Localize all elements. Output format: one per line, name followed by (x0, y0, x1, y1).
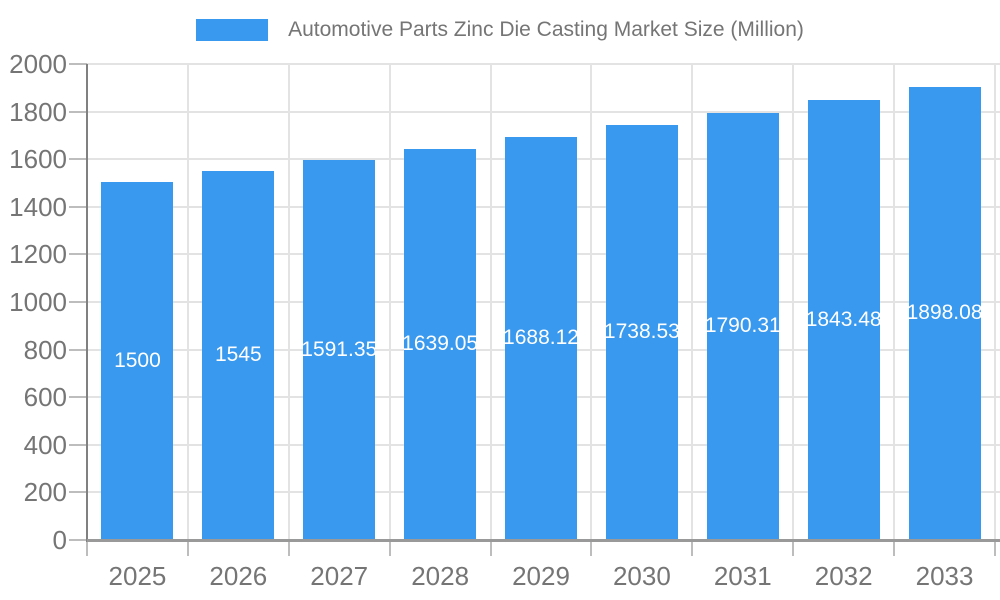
x-gridline (186, 64, 189, 540)
y-tick-label: 200 (23, 477, 67, 508)
bar-2033: 1898.08 (908, 87, 981, 539)
y-axis-tick (69, 301, 87, 303)
bar-2027: 1591.35 (303, 160, 376, 539)
bar-2025: 1500 (101, 182, 174, 539)
x-axis-tick (287, 542, 290, 556)
x-axis-tick (691, 542, 694, 556)
x-gridline (590, 64, 593, 540)
bar-value-label: 1898.08 (908, 301, 981, 325)
bar-2031: 1790.31 (706, 112, 779, 539)
y-gridline (87, 110, 1000, 113)
y-tick-label: 800 (23, 334, 67, 365)
x-axis-tick (388, 542, 391, 556)
x-tick-label: 2028 (411, 561, 470, 591)
x-tick-label: 2033 (915, 561, 974, 591)
legend-swatch (196, 19, 269, 41)
bar-2030: 1738.53 (605, 125, 678, 539)
x-axis-tick (792, 542, 795, 556)
x-axis-tick (489, 542, 492, 556)
y-axis-tick (69, 63, 87, 65)
x-gridline (489, 64, 492, 540)
y-axis-tick (69, 158, 87, 161)
bar-value-label: 1738.53 (605, 320, 678, 344)
y-tick-label: 1400 (9, 191, 67, 222)
y-axis-tick (69, 205, 87, 208)
y-axis-tick (69, 348, 87, 351)
x-gridline (388, 64, 391, 540)
y-tick-label: 400 (23, 429, 67, 460)
y-axis-tick (69, 491, 87, 494)
bar-2032: 1843.48 (807, 100, 880, 539)
x-tick-label: 2030 (612, 561, 671, 591)
y-tick-label: 1800 (9, 96, 67, 127)
x-axis-tick (893, 542, 896, 556)
bar-2026: 1545 (202, 171, 275, 539)
y-tick-label: 1600 (9, 144, 67, 175)
y-axis-tick (69, 443, 87, 446)
x-gridline (792, 64, 795, 540)
y-tick-label: 2000 (9, 49, 67, 79)
y-axis-tick (69, 396, 87, 399)
x-axis-tick (994, 542, 996, 556)
x-axis-tick (86, 542, 88, 556)
bar-value-label: 1639.05 (404, 331, 477, 355)
y-axis-tick (69, 110, 87, 113)
y-tick-label: 1000 (9, 287, 67, 317)
bar-value-label: 1545 (214, 343, 262, 367)
plot-area: 1500 2025 1545 2026 1591.35 2027 1639.05 2028 16… (69, 63, 1000, 591)
y-gridline (87, 63, 1000, 65)
legend-label: Automotive Parts Zinc Die Casting Market… (288, 18, 804, 41)
x-tick-label: 2025 (108, 561, 167, 591)
x-tick-label: 2027 (310, 561, 369, 591)
y-axis-line (86, 64, 88, 556)
y-axis-tick (69, 539, 87, 541)
bar-value-label: 1790.31 (706, 313, 779, 337)
x-gridline (994, 64, 996, 540)
x-axis-tick (186, 542, 189, 556)
x-tick-label: 2029 (512, 561, 570, 591)
x-gridline (287, 64, 290, 540)
x-axis-tick (590, 542, 593, 556)
x-gridline (893, 64, 896, 540)
x-axis-line (87, 539, 1000, 542)
y-tick-label: 0 (52, 525, 67, 555)
y-tick-label: 1200 (9, 239, 67, 270)
x-gridline (691, 64, 694, 540)
x-tick-label: 2032 (814, 561, 873, 591)
legend: Automotive Parts Zinc Die Casting Market… (0, 12, 1000, 48)
bar-value-label: 1688.12 (505, 326, 577, 350)
y-tick-label: 600 (23, 382, 67, 413)
bar-2028: 1639.05 (404, 148, 477, 539)
bar-value-label: 1843.48 (807, 307, 880, 331)
x-tick-label: 2031 (713, 561, 772, 591)
bar-value-label: 1591.35 (303, 337, 376, 361)
x-tick-label: 2026 (209, 561, 268, 591)
bar-2029: 1688.12 (505, 137, 577, 539)
bar-value-label: 1500 (114, 348, 161, 372)
y-axis-tick (69, 253, 87, 256)
